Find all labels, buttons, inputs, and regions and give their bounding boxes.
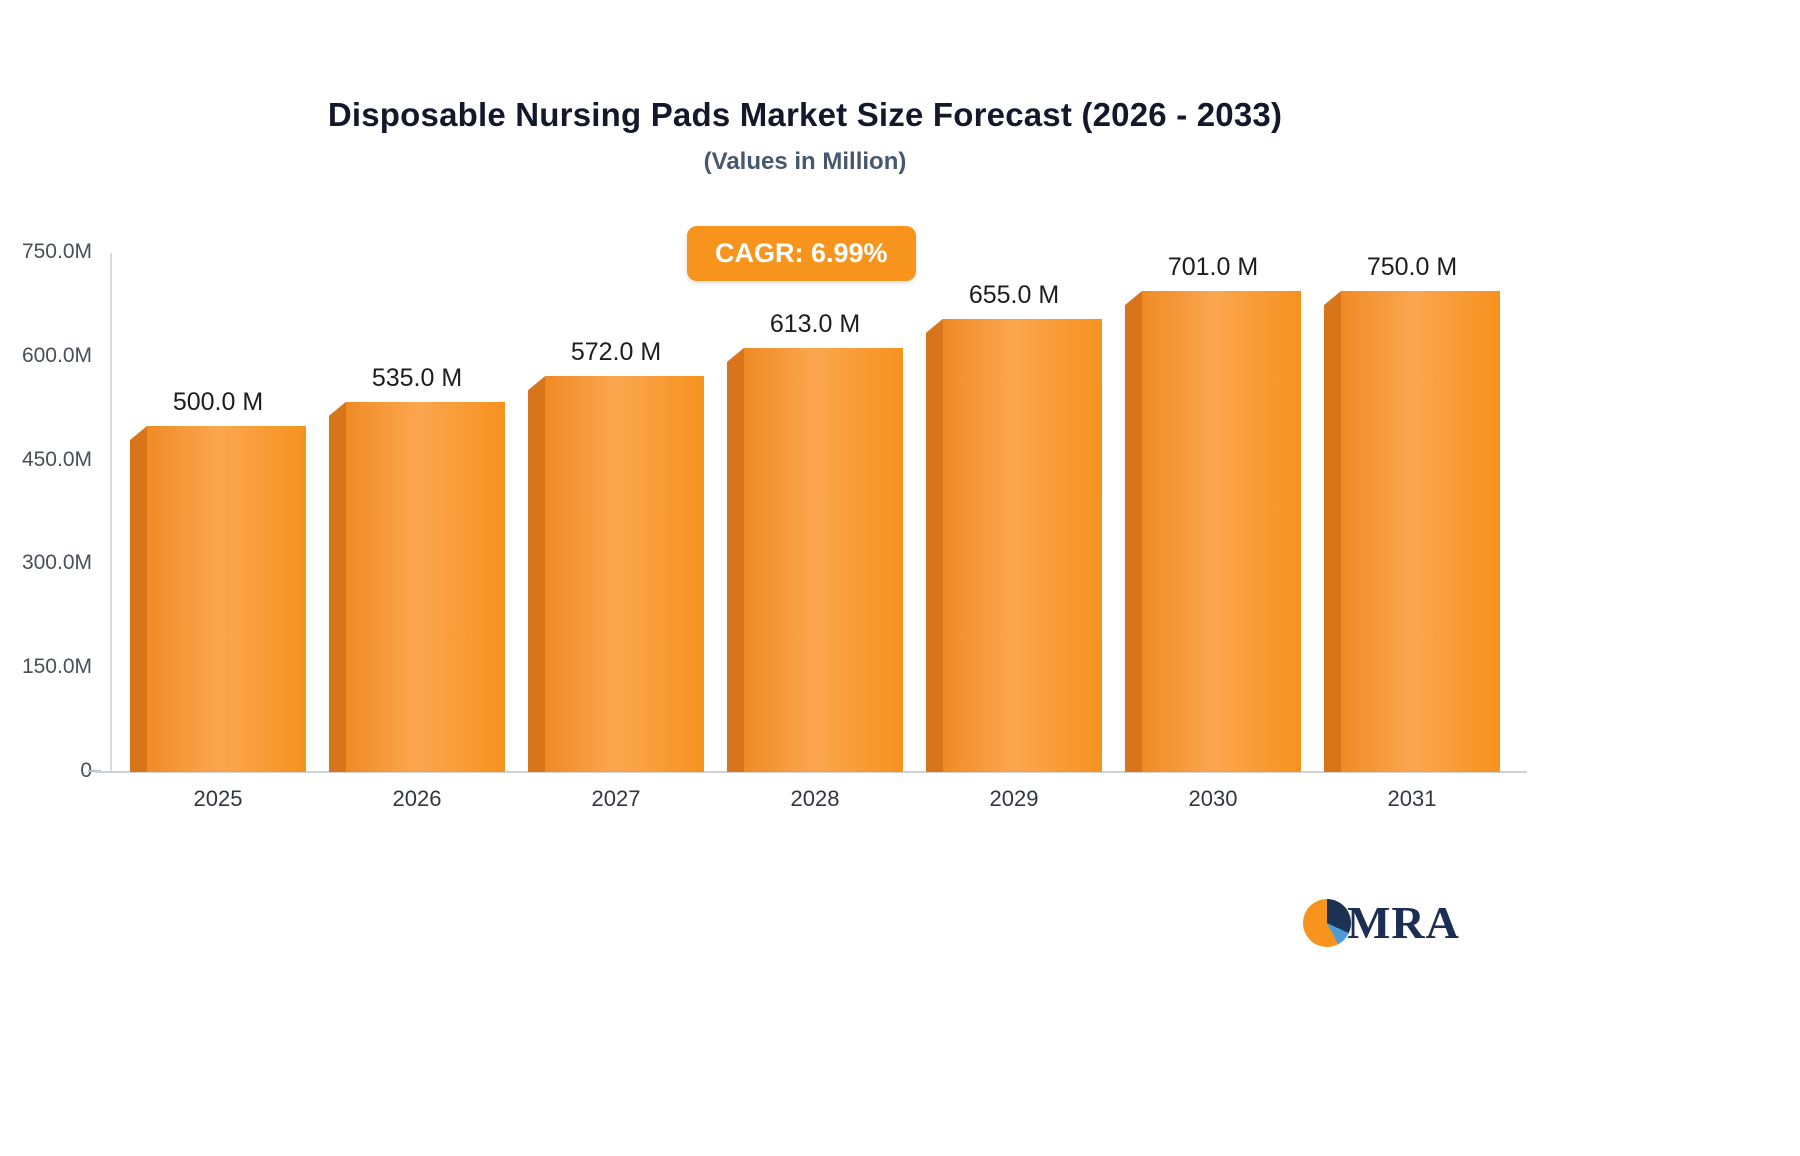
- bar-value-label: 613.0 M: [769, 309, 861, 338]
- x-axis-label: 2031: [1387, 786, 1437, 811]
- bar: [727, 347, 903, 772]
- bar-side-face: [1324, 291, 1341, 772]
- y-axis-tick-label: 0: [80, 759, 92, 782]
- bar-front-face: [1142, 291, 1301, 772]
- bar-group: 613.0 M: [727, 253, 903, 772]
- bar-front-face: [346, 401, 505, 772]
- y-axis-tick-label: 600.0M: [21, 343, 92, 367]
- pie-chart-logo-icon: [1303, 898, 1351, 947]
- bar-group: 655.0 M: [926, 253, 1102, 772]
- x-axis-labels: 2025 2026 2027 2028 2029 2030 2031: [110, 786, 1520, 812]
- bar-plot-area: 500.0 M 535.0 M 572.0 M 613.0 M 655.0 M 701.0…: [110, 253, 1520, 772]
- bar-front-face: [744, 347, 903, 772]
- bar-side-face: [329, 401, 346, 772]
- bar-side-face: [528, 376, 545, 772]
- chart-subtitle: (Values in Million): [703, 148, 907, 175]
- logo-text: MRA: [1347, 897, 1460, 948]
- bar-group: 572.0 M: [528, 253, 704, 772]
- x-axis-label: 2025: [193, 786, 243, 811]
- bar: [1125, 291, 1301, 772]
- zero-tick-mark: [88, 770, 101, 772]
- bar-value-label: 500.0 M: [172, 388, 264, 416]
- y-axis-tick-label: 450.0M: [21, 447, 92, 471]
- bar-side-face: [130, 426, 147, 772]
- bar: [1324, 291, 1500, 772]
- y-axis-tick-label: 750.0M: [21, 240, 92, 263]
- bar-side-face: [727, 347, 744, 772]
- y-axis-tick-label: 150.0M: [21, 655, 92, 679]
- bar-group: 500.0 M: [130, 253, 306, 772]
- y-axis-line: [110, 253, 112, 772]
- x-axis-label: 2026: [392, 786, 442, 811]
- bar-value-label: 750.0 M: [1366, 253, 1458, 281]
- y-axis-tick-label: 300.0M: [21, 551, 92, 575]
- bar-front-face: [545, 376, 704, 772]
- bar-value-label: 701.0 M: [1167, 253, 1259, 281]
- x-axis-label: 2029: [989, 786, 1039, 811]
- bar-group: 750.0 M: [1324, 253, 1500, 772]
- bar-side-face: [1125, 291, 1142, 772]
- brand-logo: MRA: [1303, 896, 1460, 949]
- bar-front-face: [1341, 291, 1500, 772]
- bar-value-label: 572.0 M: [570, 338, 662, 367]
- bar: [528, 376, 704, 772]
- x-axis-label: 2028: [790, 786, 840, 811]
- bar-group: 701.0 M: [1125, 253, 1301, 772]
- bar-side-face: [926, 318, 943, 772]
- x-axis-label: 2027: [591, 786, 641, 811]
- bar-value-label: 535.0 M: [371, 363, 463, 392]
- bar-front-face: [147, 426, 306, 772]
- chart-title: Disposable Nursing Pads Market Size Fore…: [327, 96, 1283, 133]
- bar: [926, 318, 1102, 772]
- bar-value-label: 655.0 M: [968, 280, 1060, 309]
- x-axis-label: 2030: [1188, 786, 1238, 811]
- bar: [329, 401, 505, 772]
- cagr-badge: CAGR: 6.99%: [687, 226, 916, 281]
- x-axis-line: [95, 771, 1527, 773]
- bar-group: 535.0 M: [329, 253, 505, 772]
- bar-front-face: [943, 318, 1102, 772]
- bar: [130, 426, 306, 772]
